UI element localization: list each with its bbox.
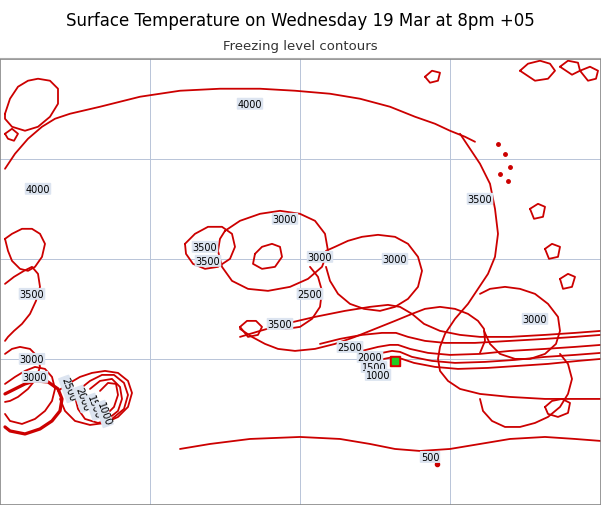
Text: 4000: 4000 (238, 99, 262, 110)
Text: 1500: 1500 (85, 394, 103, 420)
Text: 3000: 3000 (308, 252, 332, 262)
Text: 3000: 3000 (23, 372, 47, 382)
Text: 2500: 2500 (59, 376, 77, 402)
Text: 1500: 1500 (362, 362, 386, 372)
Text: 3000: 3000 (20, 354, 44, 364)
Text: 3500: 3500 (267, 319, 292, 329)
Text: 1000: 1000 (366, 370, 390, 380)
Text: 2000: 2000 (358, 352, 382, 362)
Text: Surface Temperature on Wednesday 19 Mar at 8pm +05: Surface Temperature on Wednesday 19 Mar … (66, 12, 535, 30)
Text: 3000: 3000 (273, 215, 297, 224)
Text: 3500: 3500 (20, 289, 44, 299)
Text: 2500: 2500 (338, 342, 362, 352)
Text: 4000: 4000 (26, 184, 50, 194)
Text: 3500: 3500 (193, 242, 218, 252)
Text: 500: 500 (421, 452, 439, 462)
Text: 2500: 2500 (297, 289, 322, 299)
Text: 3000: 3000 (383, 255, 407, 264)
Text: 2000: 2000 (73, 386, 91, 413)
Text: Freezing level contours: Freezing level contours (223, 40, 378, 53)
Text: 3000: 3000 (523, 314, 548, 324)
Text: 3500: 3500 (196, 257, 221, 266)
Text: 1000: 1000 (95, 401, 113, 427)
Text: 3500: 3500 (468, 194, 492, 205)
